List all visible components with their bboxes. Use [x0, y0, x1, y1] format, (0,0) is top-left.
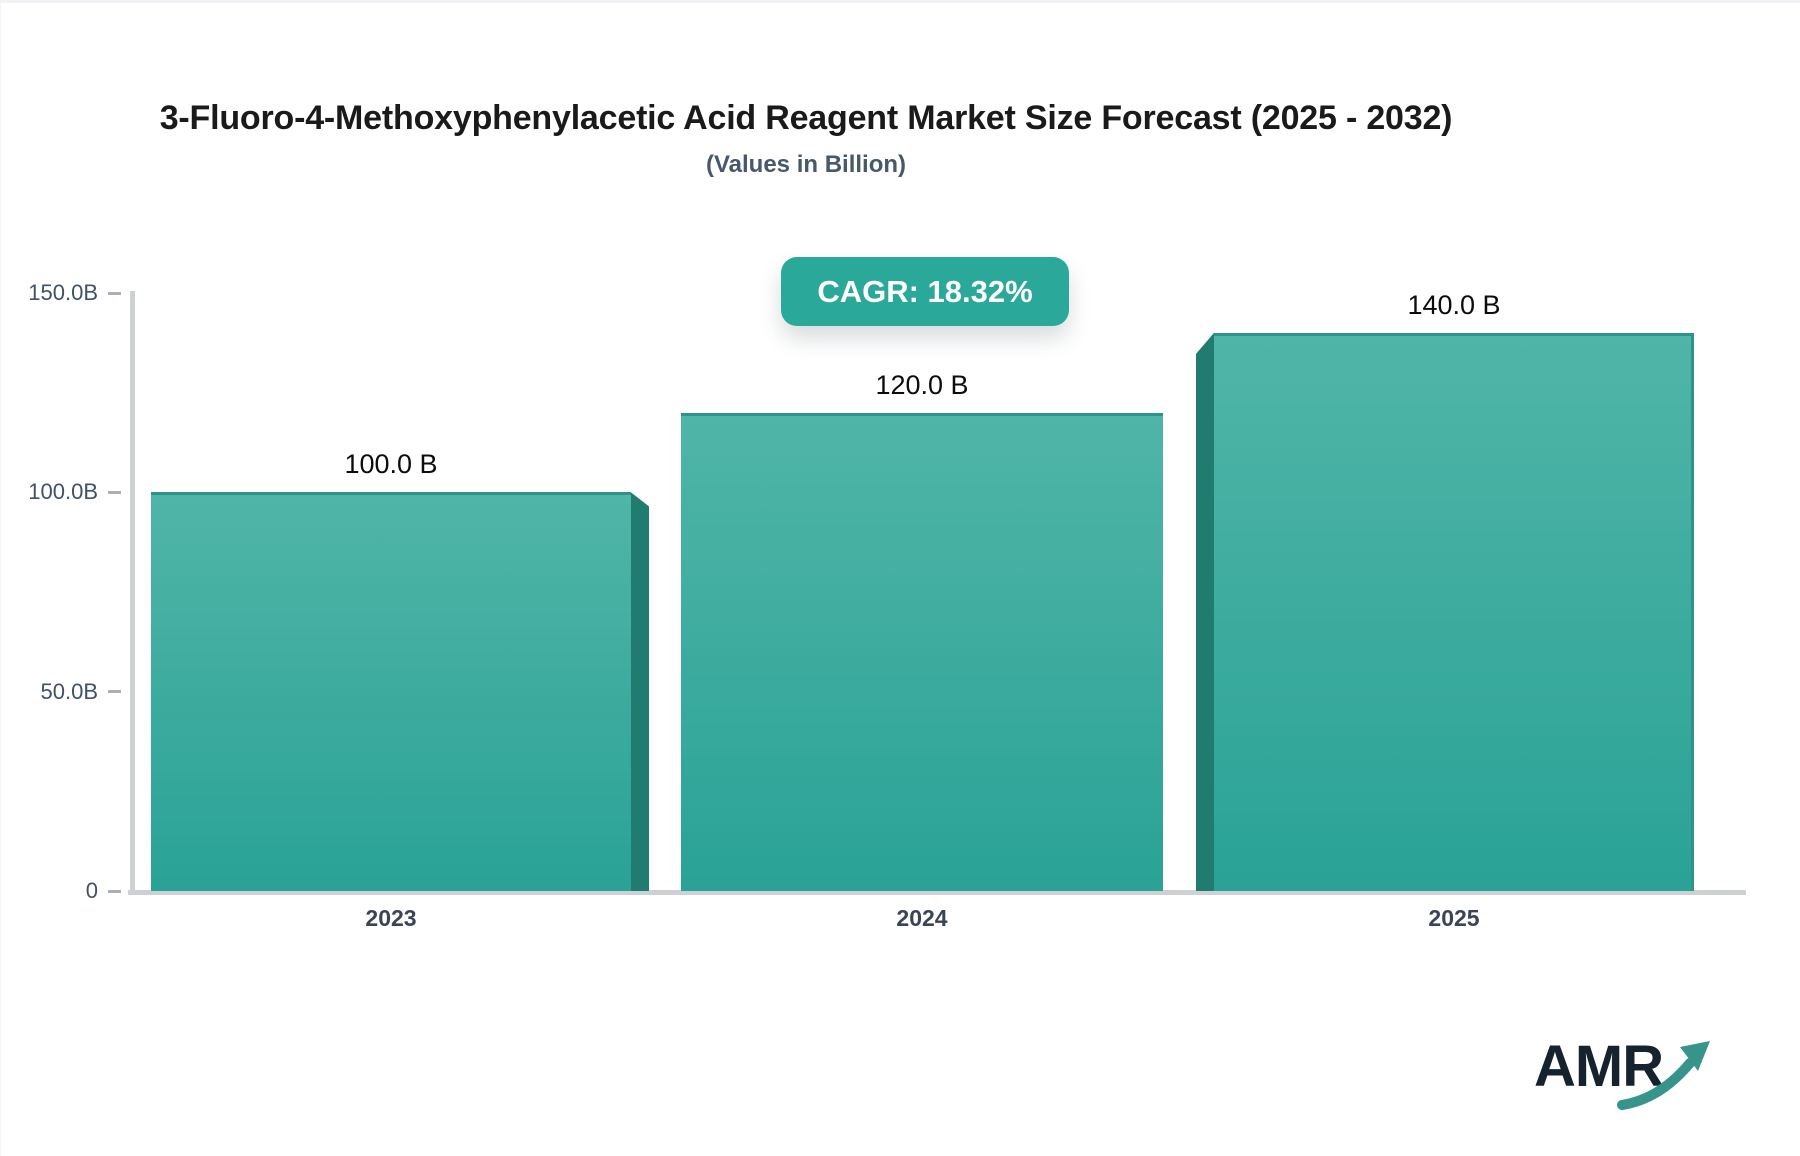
chart-title: 3-Fluoro-4-Methoxyphenylacetic Acid Reag…: [159, 99, 1453, 137]
bar-group: 140.0 B 2025: [1196, 290, 1694, 931]
y-axis-tick-mark: [108, 889, 121, 893]
bar-group: 120.0 B 2024: [681, 370, 1163, 931]
amr-logo: AMR: [1534, 1033, 1714, 1119]
y-axis-tick-mark: [108, 291, 121, 295]
bar-group: 100.0 B 2023: [151, 449, 649, 931]
y-axis-tick-label: 50.0B: [40, 678, 99, 704]
plot-area: 150.0B 100.0B 50.0B 0 100.0 B 2023 120.0…: [28, 280, 1746, 931]
x-axis-tick-label: 2024: [896, 905, 948, 931]
bar-3d-side: [631, 492, 649, 891]
y-axis-tick-mark: [108, 690, 121, 694]
amr-logo-text: AMR: [1534, 1034, 1664, 1099]
bar-value-label: 100.0 B: [344, 449, 438, 480]
y-tick: 50.0B: [1, 679, 121, 705]
cagr-badge: CAGR: 18.32%: [781, 257, 1069, 326]
chart-subtitle: (Values in Billion): [705, 151, 907, 178]
bar-2024: [681, 412, 1163, 891]
y-axis-tick-mark: [108, 490, 121, 494]
x-axis-line: [128, 890, 1746, 895]
y-axis-tick-label: 0: [85, 878, 98, 903]
bar-3d-side: [1196, 332, 1214, 891]
y-tick: 0: [1, 878, 121, 904]
x-axis-tick-label: 2025: [1428, 905, 1480, 931]
bar-2023: [151, 492, 631, 891]
cagr-badge-label: CAGR: 18.32%: [817, 273, 1033, 309]
y-axis-line: [130, 291, 135, 893]
y-tick: 150.0B: [1, 280, 121, 306]
growth-arrow-icon: [1617, 1041, 1710, 1110]
y-axis-tick-label: 150.0B: [28, 280, 98, 305]
x-axis-tick-label: 2023: [365, 905, 417, 931]
bar-value-label: 140.0 B: [1407, 289, 1501, 320]
bar-value-label: 120.0 B: [875, 369, 969, 400]
y-axis-tick-label: 100.0B: [28, 479, 98, 505]
bar-2025: [1214, 332, 1694, 891]
y-tick: 100.0B: [1, 479, 121, 505]
